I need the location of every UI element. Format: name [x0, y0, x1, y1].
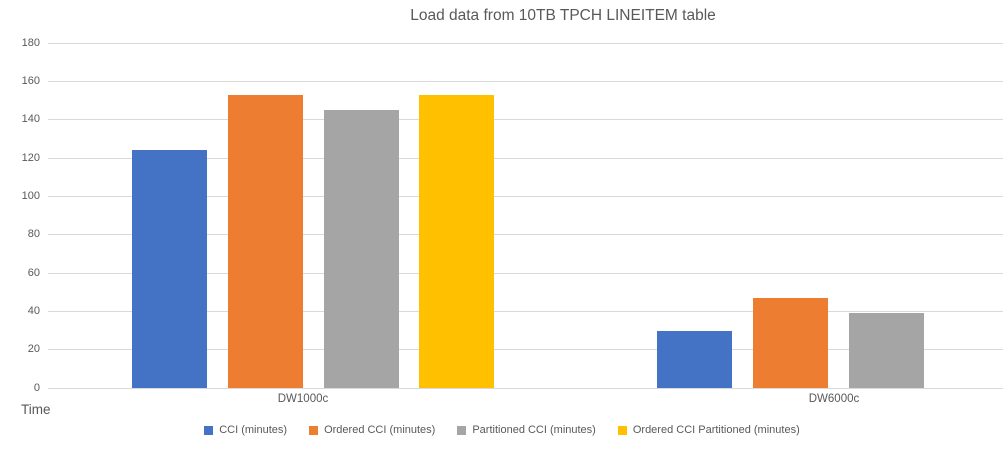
y-axis-tick-label: 20	[27, 343, 40, 356]
legend-label: CCI (minutes)	[219, 424, 288, 436]
y-gridline	[48, 119, 1003, 121]
y-axis-tick-label: 180	[21, 36, 40, 49]
legend-label: Ordered CCI Partitioned (minutes)	[632, 424, 800, 436]
legend-item: Partitioned CCI (minutes)	[457, 423, 596, 437]
bar-ordered-cci-minutes-dw6000c	[753, 297, 829, 388]
x-axis-category-label: DW1000c	[277, 393, 329, 405]
legend-label: Ordered CCI (minutes)	[324, 424, 436, 436]
y-gridline	[48, 234, 1003, 236]
bar-ordered-cci-minutes-dw1000c	[228, 94, 303, 388]
y-gridline	[48, 272, 1003, 274]
y-gridline	[48, 349, 1003, 351]
legend-item: CCI (minutes)	[204, 423, 287, 437]
y-axis-tick-label: 120	[21, 151, 40, 164]
x-axis-category-label: DW6000c	[808, 393, 860, 405]
legend-label: Partitioned CCI (minutes)	[472, 424, 596, 436]
y-axis-tick-label: 0	[33, 381, 40, 394]
bar-ordered-cci-partitioned-minutes-dw1000c	[418, 94, 494, 388]
y-gridline	[48, 42, 1003, 44]
chart-legend: CCI (minutes) Ordered CCI (minutes) Partit…	[0, 422, 1004, 438]
y-axis-tick-label: 100	[21, 189, 40, 202]
legend-item: Ordered CCI (minutes)	[309, 423, 435, 437]
legend-swatch	[309, 425, 319, 435]
y-axis-title: Time	[21, 402, 51, 417]
legend-item: Ordered CCI Partitioned (minutes)	[617, 423, 800, 437]
bar-partitioned-cci-minutes-dw6000c	[848, 313, 924, 388]
y-axis-tick-label: 60	[27, 266, 40, 279]
y-axis-tick-label: 140	[21, 113, 40, 126]
legend-swatch	[204, 425, 214, 435]
y-axis-tick-label: 80	[27, 228, 40, 241]
y-gridline	[48, 310, 1003, 312]
bar-cci-minutes-dw1000c	[132, 150, 207, 388]
bar-partitioned-cci-minutes-dw1000c	[323, 110, 399, 388]
y-gridline	[48, 157, 1003, 159]
y-gridline	[48, 195, 1003, 197]
x-axis-line	[48, 387, 1003, 389]
legend-swatch	[617, 425, 627, 435]
y-axis-tick-label: 160	[21, 74, 40, 87]
y-gridline	[48, 80, 1003, 82]
chart-title: Load data from 10TB TPCH LINEITEM table	[410, 7, 716, 24]
y-axis-tick-label: 40	[27, 304, 40, 317]
legend-swatch	[457, 425, 467, 435]
bar-cci-minutes-dw6000c	[657, 330, 733, 388]
